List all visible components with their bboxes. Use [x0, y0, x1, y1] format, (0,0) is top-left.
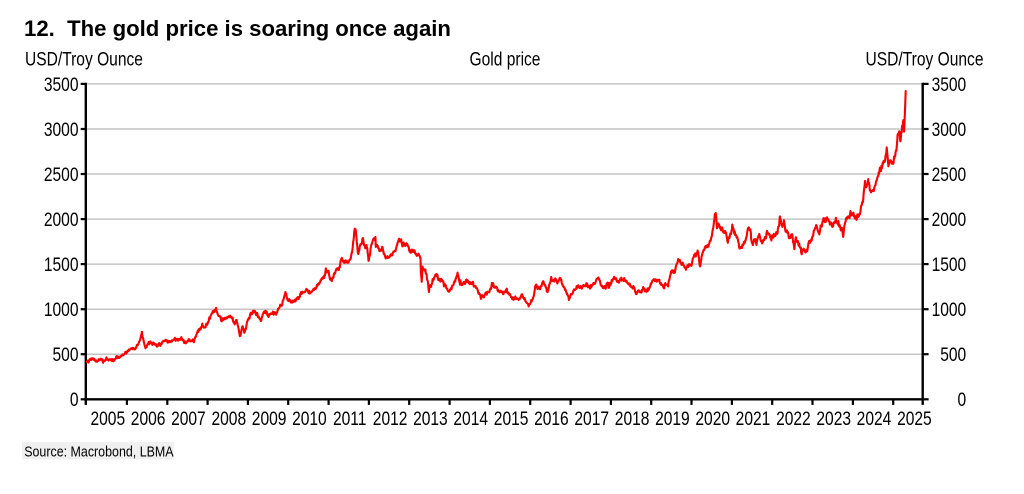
- svg-text:Source: Macrobond, LBMA: Source: Macrobond, LBMA: [24, 442, 174, 459]
- svg-text:1500: 1500: [932, 254, 967, 276]
- svg-text:2013: 2013: [413, 407, 448, 429]
- svg-text:1500: 1500: [44, 254, 79, 276]
- svg-text:2008: 2008: [211, 407, 246, 429]
- svg-text:2005: 2005: [90, 407, 125, 429]
- svg-text:2018: 2018: [615, 407, 650, 429]
- svg-text:1000: 1000: [932, 299, 967, 321]
- svg-text:500: 500: [53, 344, 79, 366]
- svg-text:2500: 2500: [44, 163, 79, 185]
- svg-text:2000: 2000: [44, 209, 79, 231]
- svg-text:USD/Troy Ounce: USD/Troy Ounce: [25, 48, 143, 70]
- svg-text:3500: 3500: [44, 73, 79, 95]
- svg-text:2021: 2021: [736, 407, 771, 429]
- svg-text:2012: 2012: [373, 407, 408, 429]
- svg-text:2020: 2020: [695, 407, 730, 429]
- svg-text:0: 0: [958, 389, 967, 411]
- svg-text:3500: 3500: [932, 73, 967, 95]
- svg-text:1000: 1000: [44, 299, 79, 321]
- svg-text:2023: 2023: [816, 407, 851, 429]
- svg-text:2022: 2022: [776, 407, 811, 429]
- svg-text:USD/Troy Ounce: USD/Troy Ounce: [866, 48, 984, 70]
- svg-text:2016: 2016: [534, 407, 569, 429]
- svg-text:0: 0: [70, 389, 79, 411]
- svg-text:Gold price: Gold price: [470, 48, 541, 70]
- svg-text:3000: 3000: [932, 118, 967, 140]
- svg-text:2019: 2019: [655, 407, 690, 429]
- svg-text:2024: 2024: [857, 407, 892, 429]
- svg-text:2014: 2014: [453, 407, 488, 429]
- svg-text:2011: 2011: [333, 407, 366, 429]
- svg-text:2015: 2015: [494, 407, 529, 429]
- svg-text:2500: 2500: [932, 163, 967, 185]
- svg-text:500: 500: [940, 344, 966, 366]
- svg-text:2007: 2007: [171, 407, 206, 429]
- svg-text:2025: 2025: [897, 407, 932, 429]
- svg-text:2010: 2010: [292, 407, 327, 429]
- svg-text:2006: 2006: [131, 407, 166, 429]
- svg-text:3000: 3000: [44, 118, 79, 140]
- svg-text:2009: 2009: [252, 407, 287, 429]
- svg-text:2017: 2017: [574, 407, 609, 429]
- svg-text:2000: 2000: [932, 209, 967, 231]
